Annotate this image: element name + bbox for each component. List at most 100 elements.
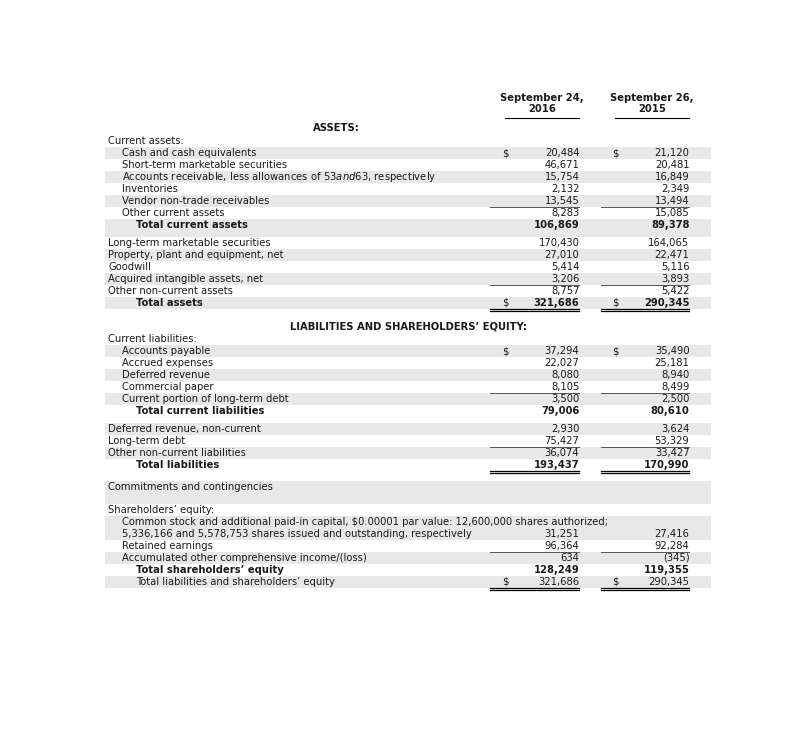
Text: 128,249: 128,249	[534, 565, 579, 575]
Text: Cash and cash equivalents: Cash and cash equivalents	[122, 148, 256, 158]
Bar	[105, 297, 711, 309]
Text: 20,481: 20,481	[655, 160, 690, 170]
Text: 2,500: 2,500	[661, 394, 690, 404]
Text: 16,849: 16,849	[655, 172, 690, 182]
Text: 3,624: 3,624	[661, 424, 690, 434]
Text: 290,345: 290,345	[644, 297, 690, 307]
Text: 8,283: 8,283	[551, 208, 579, 218]
Text: $: $	[501, 148, 509, 158]
Text: 35,490: 35,490	[655, 346, 690, 356]
Text: 33,427: 33,427	[655, 448, 690, 458]
Text: 89,378: 89,378	[651, 220, 690, 230]
Bar	[105, 435, 711, 447]
Text: 96,364: 96,364	[545, 541, 579, 551]
Text: 8,080: 8,080	[551, 370, 579, 380]
Bar	[105, 458, 711, 470]
Text: 5,422: 5,422	[661, 285, 690, 296]
Text: 53,329: 53,329	[655, 436, 690, 445]
Text: 170,990: 170,990	[644, 460, 690, 470]
Text: 321,686: 321,686	[534, 297, 579, 307]
Text: 2,930: 2,930	[551, 424, 579, 434]
Text: 164,065: 164,065	[649, 238, 690, 248]
Text: Accounts payable: Accounts payable	[122, 346, 210, 356]
Text: Property, plant and equipment, net: Property, plant and equipment, net	[108, 250, 284, 260]
Text: $: $	[612, 148, 619, 158]
Text: Total shareholders’ equity: Total shareholders’ equity	[136, 565, 284, 575]
Text: 3,500: 3,500	[551, 394, 579, 404]
Text: 321,686: 321,686	[538, 577, 579, 587]
Text: 36,074: 36,074	[545, 448, 579, 458]
Text: 2,132: 2,132	[551, 184, 579, 194]
Text: Other non-current liabilities: Other non-current liabilities	[108, 448, 246, 458]
Bar	[105, 345, 711, 357]
Bar	[105, 528, 711, 540]
Bar	[105, 237, 711, 249]
Bar	[105, 183, 711, 195]
Text: 22,027: 22,027	[544, 358, 579, 368]
Bar	[105, 540, 711, 552]
Text: 8,940: 8,940	[661, 370, 690, 380]
Text: 290,345: 290,345	[649, 577, 690, 587]
Text: 22,471: 22,471	[654, 250, 690, 260]
Text: Total liabilities: Total liabilities	[136, 460, 219, 470]
Text: Current liabilities:: Current liabilities:	[108, 334, 197, 344]
Text: $: $	[612, 297, 619, 307]
Text: 25,181: 25,181	[654, 358, 690, 368]
Text: 79,006: 79,006	[541, 405, 579, 416]
Text: 8,757: 8,757	[551, 285, 579, 296]
Text: Current portion of long-term debt: Current portion of long-term debt	[122, 394, 289, 404]
Text: 3,893: 3,893	[661, 273, 690, 284]
Text: 634: 634	[561, 553, 579, 562]
Bar	[105, 516, 711, 528]
Bar	[105, 552, 711, 564]
Bar	[105, 159, 711, 171]
Text: Shareholders’ equity:: Shareholders’ equity:	[108, 505, 214, 515]
Bar	[105, 504, 711, 516]
Text: 3,206: 3,206	[551, 273, 579, 284]
Text: Acquired intangible assets, net: Acquired intangible assets, net	[108, 273, 263, 284]
Bar	[105, 319, 711, 333]
Bar	[105, 171, 711, 183]
Text: 13,494: 13,494	[655, 196, 690, 206]
Bar	[105, 470, 711, 482]
Bar	[105, 493, 711, 504]
Text: $: $	[501, 346, 509, 356]
Bar	[105, 333, 711, 345]
Bar	[105, 447, 711, 458]
Text: Long-term debt: Long-term debt	[108, 436, 185, 445]
Text: Deferred revenue: Deferred revenue	[122, 370, 210, 380]
Text: 193,437: 193,437	[534, 460, 579, 470]
Text: Commitments and contingencies: Commitments and contingencies	[108, 482, 273, 492]
Bar	[105, 273, 711, 285]
Bar	[105, 309, 711, 319]
Text: Total current liabilities: Total current liabilities	[136, 405, 264, 416]
Text: 119,355: 119,355	[644, 565, 690, 575]
Text: Current assets:: Current assets:	[108, 136, 184, 146]
Text: Goodwill: Goodwill	[108, 262, 151, 272]
Text: 27,010: 27,010	[545, 250, 579, 260]
Text: Inventories: Inventories	[122, 184, 178, 194]
Text: Total assets: Total assets	[136, 297, 202, 307]
Text: Other non-current assets: Other non-current assets	[108, 285, 233, 296]
Text: September 24,
2016: September 24, 2016	[501, 93, 584, 115]
Text: 75,427: 75,427	[544, 436, 579, 445]
Text: $: $	[501, 577, 509, 587]
Text: Commercial paper: Commercial paper	[122, 382, 214, 392]
Text: 21,120: 21,120	[654, 148, 690, 158]
Text: 92,284: 92,284	[655, 541, 690, 551]
Text: LIABILITIES AND SHAREHOLDERS’ EQUITY:: LIABILITIES AND SHAREHOLDERS’ EQUITY:	[290, 321, 527, 331]
Bar	[105, 122, 711, 135]
Text: Common stock and additional paid-in capital, $0.00001 par value: 12,600,000 shar: Common stock and additional paid-in capi…	[122, 517, 608, 527]
Text: 2,349: 2,349	[661, 184, 690, 194]
Text: Total current assets: Total current assets	[136, 220, 248, 230]
Text: 5,414: 5,414	[551, 262, 579, 272]
Bar	[105, 195, 711, 207]
Text: 20,484: 20,484	[545, 148, 579, 158]
Text: 5,116: 5,116	[660, 262, 690, 272]
Text: ASSETS:: ASSETS:	[313, 123, 360, 134]
Text: 15,754: 15,754	[544, 172, 579, 182]
Text: 13,545: 13,545	[545, 196, 579, 206]
Text: Other current assets: Other current assets	[122, 208, 225, 218]
Text: $: $	[501, 297, 509, 307]
Text: $: $	[612, 346, 619, 356]
